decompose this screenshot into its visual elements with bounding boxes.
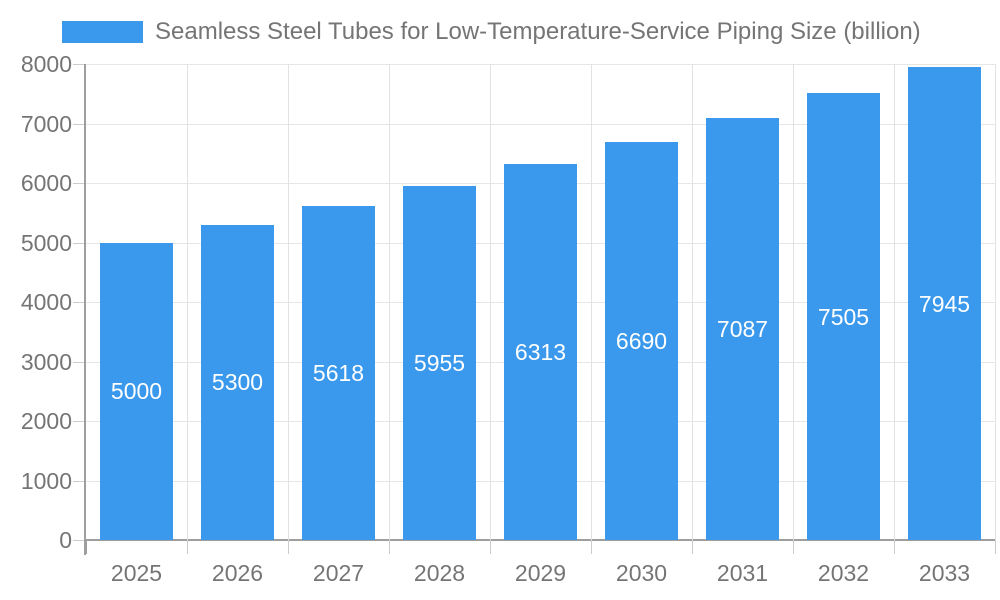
legend-label[interactable]: Seamless Steel Tubes for Low-Temperature… (155, 18, 921, 45)
y-tick (73, 540, 84, 541)
v-gridline (288, 64, 289, 540)
v-gridline (793, 64, 794, 540)
x-axis-label: 2026 (211, 560, 264, 586)
y-tick (73, 361, 84, 363)
h-gridline (86, 64, 995, 65)
x-axis-label: 2030 (615, 560, 668, 586)
v-gridline (995, 64, 996, 540)
x-axis-label: 2033 (918, 560, 971, 586)
x-tick (389, 540, 390, 554)
y-tick (73, 302, 84, 303)
plot-area: 5000 5300 5618 5955 6313 6690 7087 7505 7945 (73, 64, 996, 555)
y-axis-label: 1000 (20, 467, 72, 494)
x-tick (490, 540, 491, 554)
v-gridline (692, 64, 693, 540)
x-tick (288, 540, 289, 554)
v-gridline (894, 64, 895, 540)
bar-2026[interactable] (201, 224, 274, 540)
y-axis-label: 3000 (20, 348, 72, 375)
y-axis-label: 8000 (20, 51, 72, 77)
x-tick (793, 540, 794, 554)
x-tick (86, 540, 87, 554)
x-axis-label: 2031 (716, 560, 769, 586)
x-tick (187, 540, 188, 554)
y-axis-line (84, 64, 86, 555)
v-gridline (490, 64, 491, 540)
x-axis-label: 2029 (514, 560, 567, 586)
h-gridline (86, 123, 995, 125)
bar-2033[interactable] (908, 67, 981, 540)
y-tick (73, 421, 84, 422)
x-tick (995, 540, 996, 554)
y-tick (73, 123, 84, 125)
v-gridline (187, 64, 188, 540)
bar-2031[interactable] (706, 118, 779, 540)
x-axis-label: 2025 (110, 560, 163, 586)
y-axis-label: 0 (59, 527, 72, 553)
y-axis-label: 5000 (20, 229, 72, 256)
y-tick (73, 183, 84, 184)
y-tick (73, 242, 84, 244)
y-axis-label: 6000 (20, 170, 72, 196)
y-axis-label: 2000 (20, 408, 72, 434)
x-tick (692, 540, 693, 554)
x-axis-label: 2028 (413, 560, 466, 586)
x-axis-label: 2027 (312, 560, 365, 586)
bar-2029[interactable] (504, 164, 577, 540)
x-axis-label: 2032 (817, 560, 870, 586)
y-axis-label: 4000 (20, 289, 72, 315)
y-tick (73, 64, 84, 65)
bar-2028[interactable] (403, 185, 476, 540)
x-axis-line (86, 539, 995, 541)
x-tick (894, 540, 895, 554)
y-axis-label: 7000 (20, 110, 72, 137)
y-tick (73, 480, 84, 482)
v-gridline (389, 64, 390, 540)
v-gridline (591, 64, 592, 540)
chart-legend: Seamless Steel Tubes for Low-Temperature… (62, 17, 921, 47)
bar-2032[interactable] (807, 93, 880, 540)
legend-swatch[interactable] (62, 21, 143, 43)
bar-2027[interactable] (302, 205, 375, 540)
bar-2025[interactable] (100, 242, 173, 540)
x-tick (591, 540, 592, 554)
bar-2030[interactable] (605, 141, 678, 540)
